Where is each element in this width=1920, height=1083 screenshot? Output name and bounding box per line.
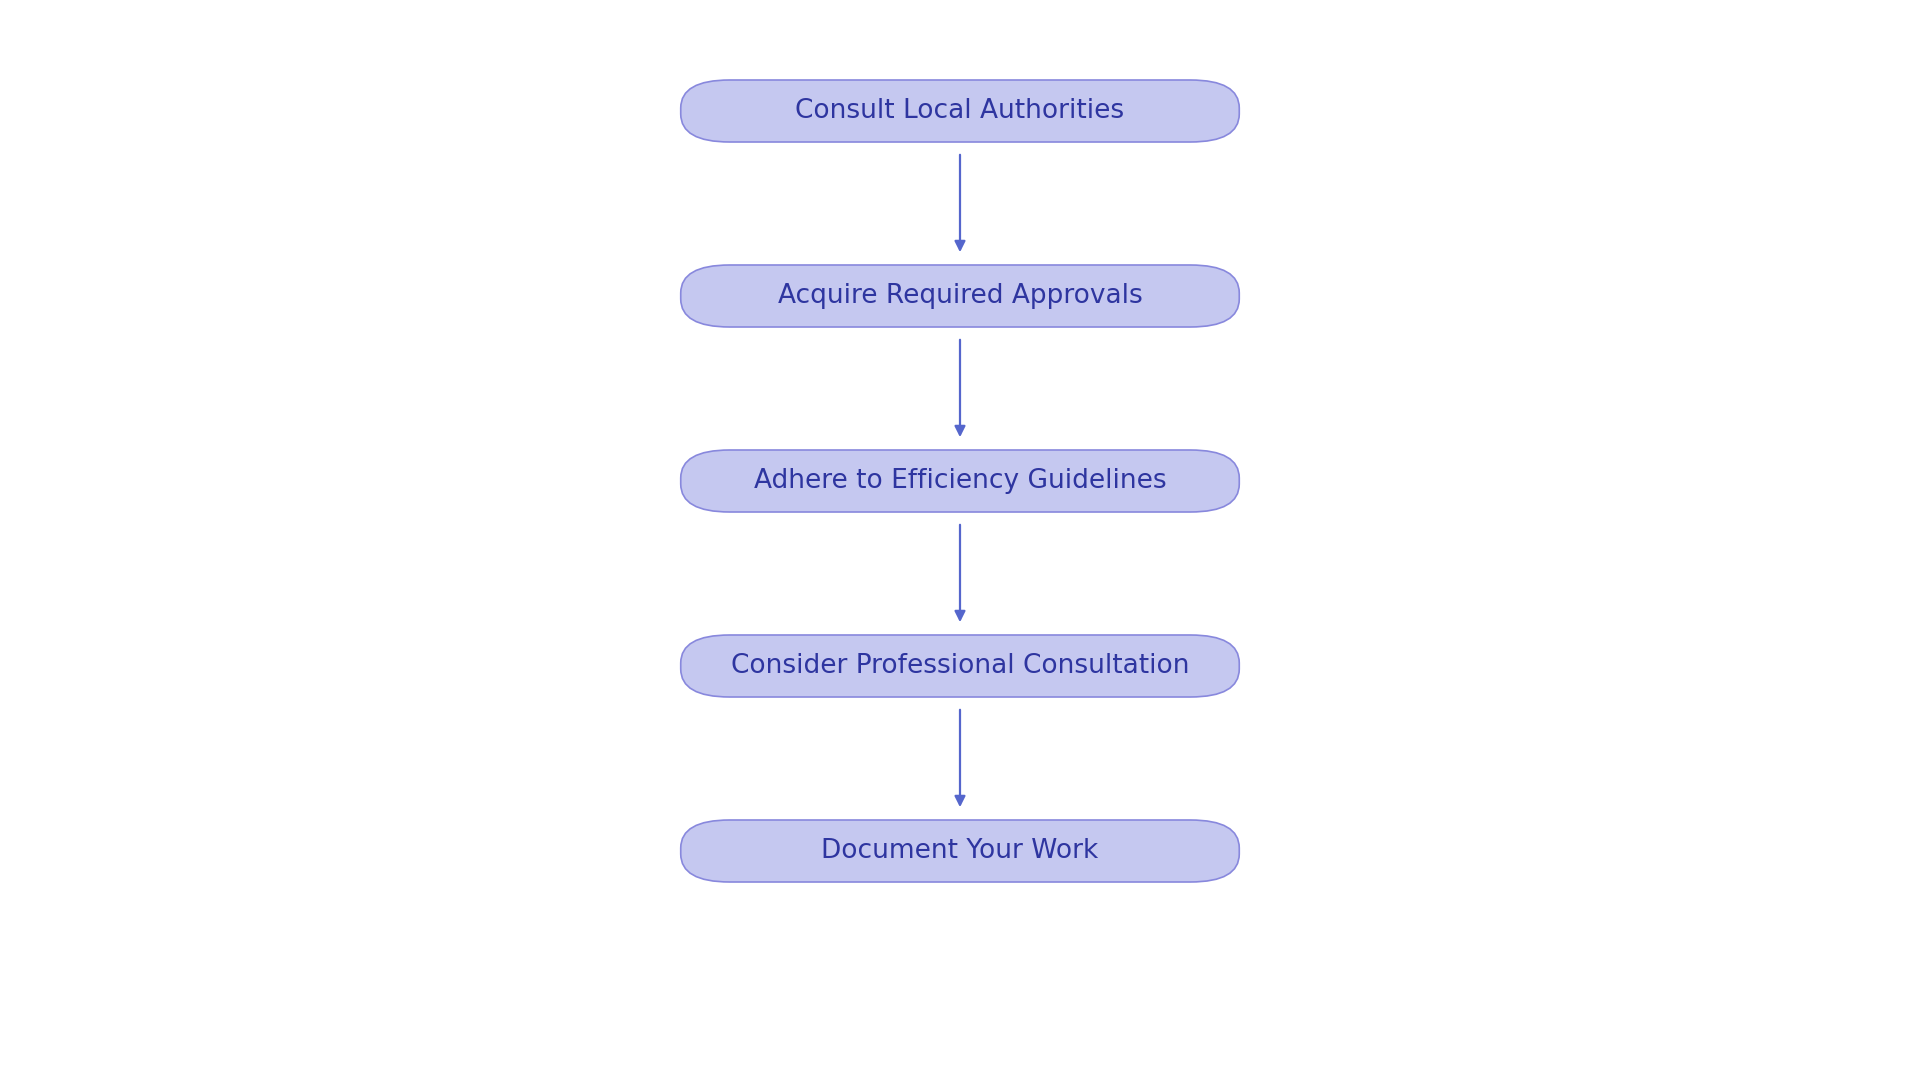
FancyBboxPatch shape <box>682 80 1238 142</box>
FancyBboxPatch shape <box>682 820 1238 882</box>
Text: Document Your Work: Document Your Work <box>822 838 1098 864</box>
FancyBboxPatch shape <box>682 451 1238 512</box>
FancyBboxPatch shape <box>682 635 1238 697</box>
Text: Adhere to Efficiency Guidelines: Adhere to Efficiency Guidelines <box>755 468 1165 494</box>
FancyBboxPatch shape <box>682 265 1238 327</box>
Text: Consider Professional Consultation: Consider Professional Consultation <box>732 653 1188 679</box>
Text: Consult Local Authorities: Consult Local Authorities <box>795 97 1125 123</box>
Text: Acquire Required Approvals: Acquire Required Approvals <box>778 283 1142 309</box>
